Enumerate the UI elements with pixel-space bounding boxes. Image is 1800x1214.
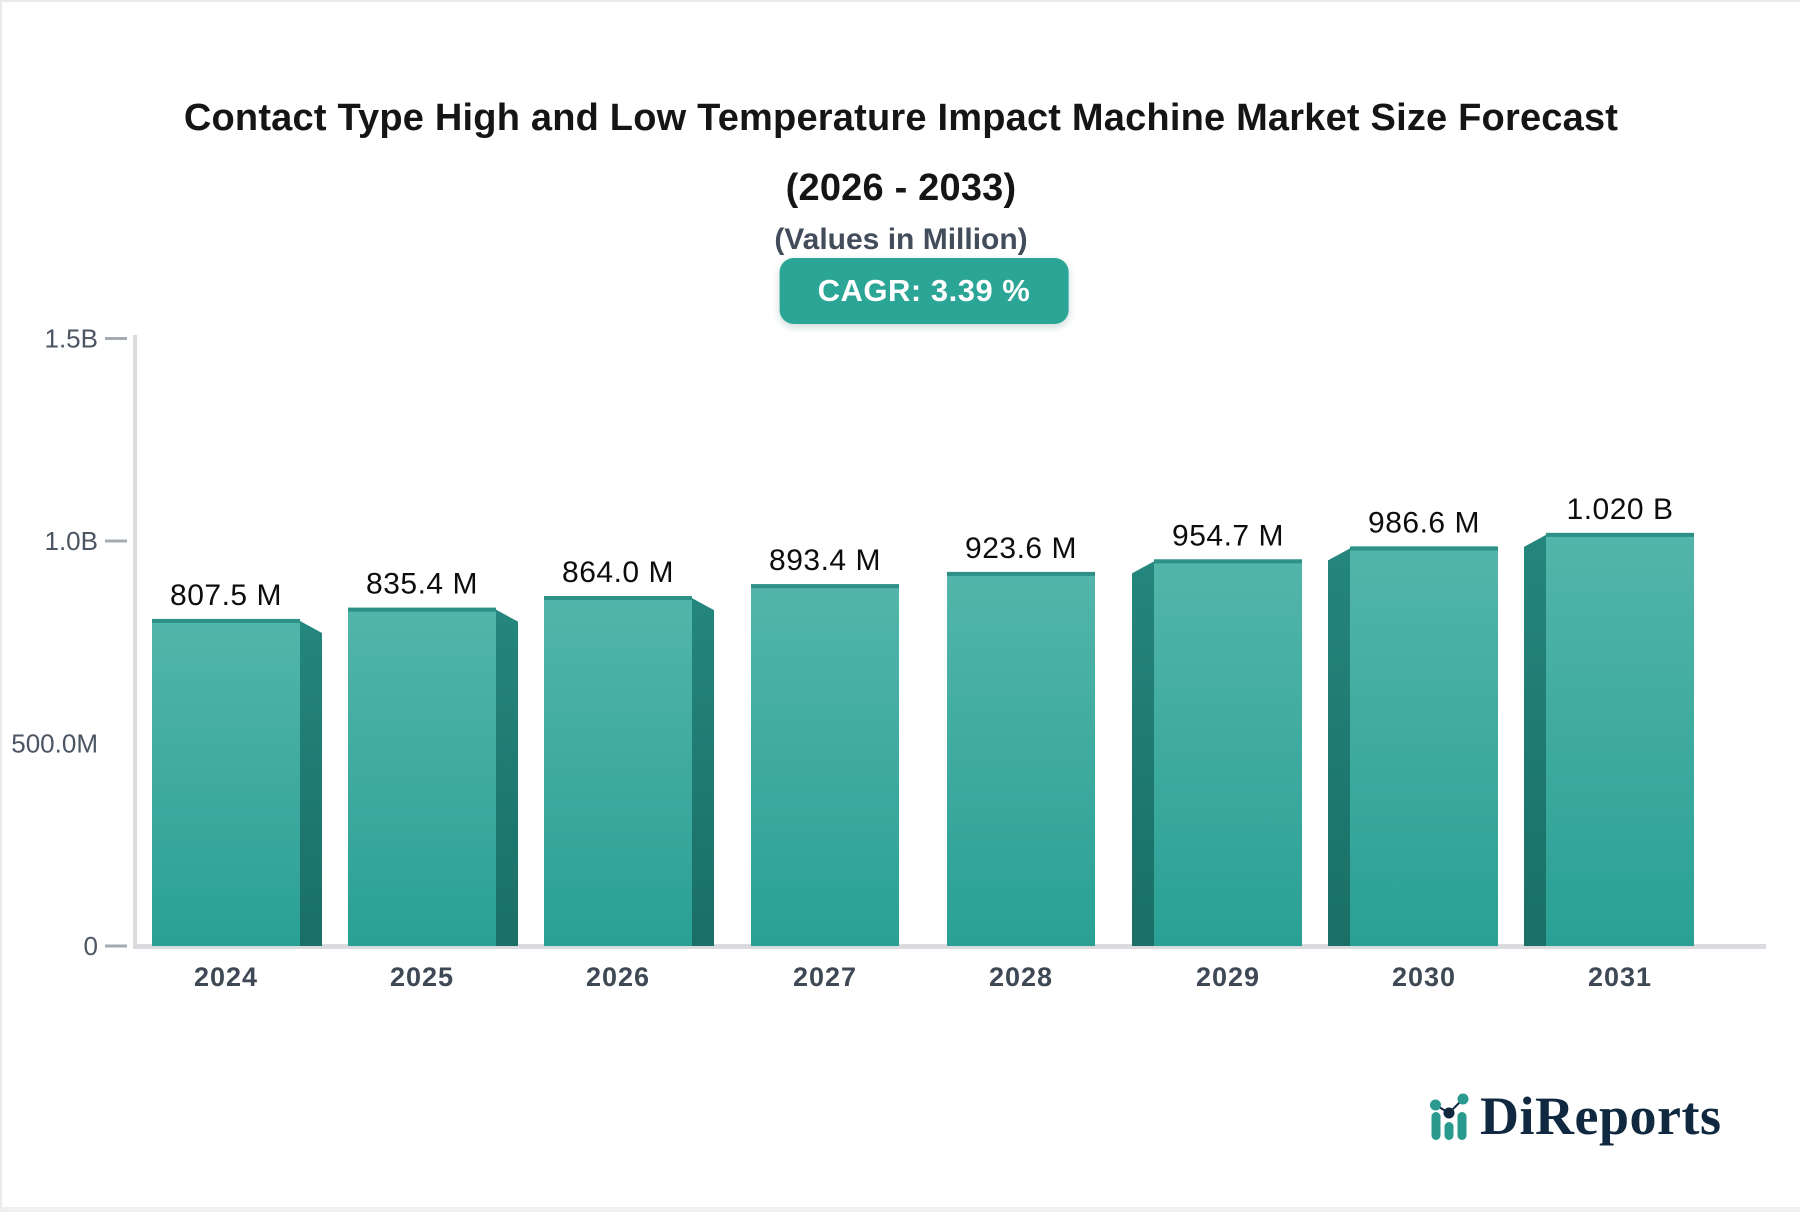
bar-2024 [152, 618, 300, 946]
bar-side-2029 [1132, 561, 1154, 946]
bar-top-edge [947, 571, 1095, 576]
x-axis-line [133, 944, 1766, 949]
x-tick-label: 2027 [793, 962, 857, 992]
x-tick-label: 2029 [1196, 962, 1260, 992]
bar-top-edge [544, 596, 692, 601]
cagr-badge-label: CAGR: 3.39 % [817, 273, 1031, 308]
y-tick-dash [105, 944, 127, 948]
bar-top-edge [1350, 546, 1498, 551]
x-tick-label: 2025 [390, 962, 454, 992]
bar-top-edge [1154, 559, 1302, 564]
bar-2028 [947, 571, 1095, 946]
bar-2027 [751, 584, 899, 946]
y-tick-dash [105, 337, 127, 340]
bar-top-edge [1546, 532, 1694, 537]
bar-value-label: 954.7 M [1172, 519, 1284, 552]
x-tick-label: 2026 [586, 962, 650, 992]
chart-title-line1: Contact Type High and Low Temperature Im… [183, 97, 1619, 139]
bar-2026 [544, 596, 692, 946]
bar-side-2024 [300, 620, 322, 946]
cagr-badge: CAGR: 3.39 % [779, 258, 1069, 324]
y-tick-label: 500.0M [11, 729, 98, 759]
bar-side-2030 [1328, 548, 1350, 946]
x-tick-label: 2030 [1392, 962, 1456, 992]
y-tick-label: 1.5B [45, 324, 99, 354]
direports-logo-icon [1430, 1093, 1469, 1140]
y-tick-dash [105, 539, 127, 543]
bar-top-edge [152, 618, 300, 623]
x-tick-label: 2024 [194, 962, 258, 992]
bar-top-edge [348, 607, 496, 612]
x-tick-label: 2028 [989, 962, 1053, 992]
bar-side-2025 [496, 609, 518, 946]
y-tick-label: 1.0B [45, 526, 99, 556]
bar-value-label: 835.4 M [366, 568, 478, 601]
bar-value-label: 923.6 M [965, 532, 1077, 565]
bar-value-label: 893.4 M [769, 544, 881, 577]
bar-value-label: 986.6 M [1368, 506, 1480, 539]
chart-title-line2: (2026 - 2033) [785, 167, 1017, 209]
x-tick-label: 2031 [1588, 962, 1652, 992]
bar-value-label: 864.0 M [562, 556, 674, 589]
direports-logo: DiReports [1430, 1088, 1721, 1144]
y-tick-label: 0 [84, 931, 98, 961]
bar-value-label: 807.5 M [170, 579, 282, 612]
bar-2029 [1154, 559, 1302, 946]
bar-2030 [1350, 546, 1498, 946]
bar-side-2026 [692, 598, 714, 946]
bar-top-edge [751, 584, 899, 589]
bar-2031 [1546, 532, 1694, 946]
y-axis-line [133, 335, 137, 949]
bar-2025 [348, 607, 496, 946]
bar-side-2031 [1524, 534, 1546, 946]
bar-value-label: 1.020 B [1567, 493, 1674, 526]
chart-subtitle: (Values in Million) [774, 223, 1028, 256]
direports-logo-text: DiReports [1480, 1086, 1722, 1146]
